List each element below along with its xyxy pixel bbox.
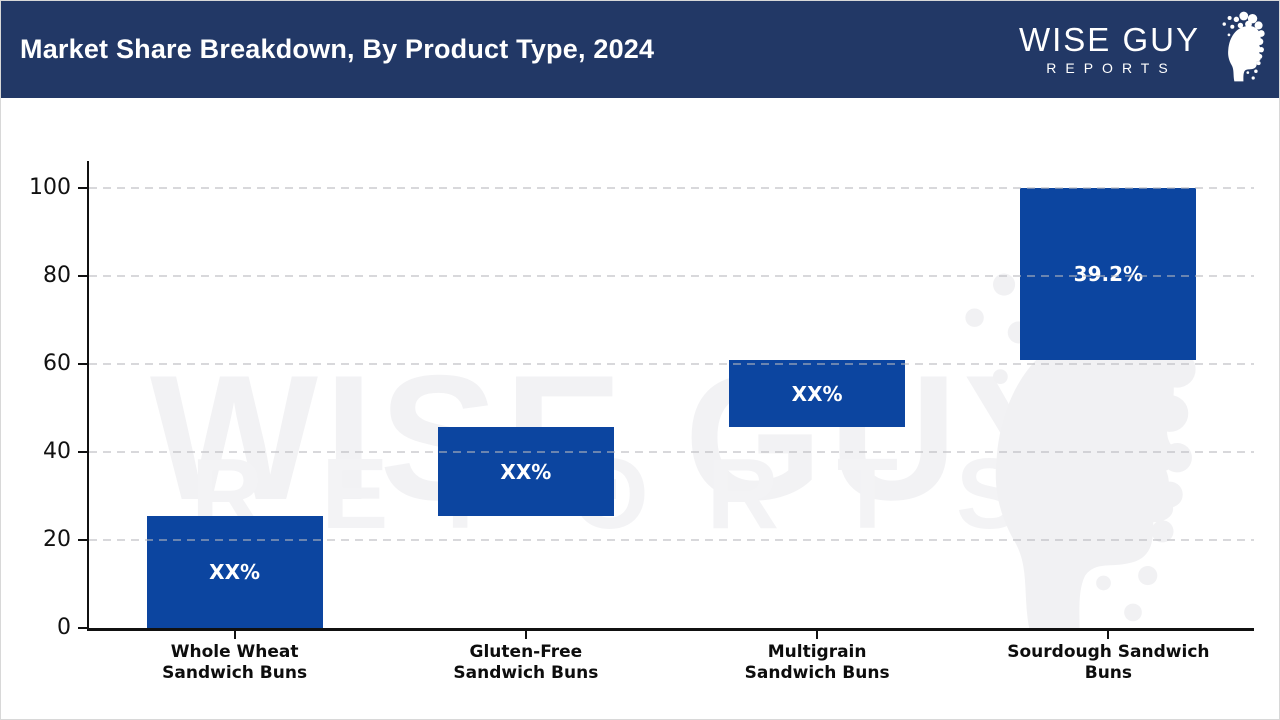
x-axis-line [87,628,1254,631]
y-axis-line [87,161,89,631]
page-title: Market Share Breakdown, By Product Type,… [20,33,655,64]
y-axis-tick [78,187,87,189]
bar-value-label: XX% [791,381,843,406]
x-axis-category-line: Sandwich Buns [744,663,890,683]
brand-logo-text: WISE GUY REPORTS [1019,23,1200,75]
y-gridline [89,363,1254,365]
y-axis-tick [78,275,87,277]
x-axis-tick [524,631,527,639]
watermark-text-wise-guy: WISE GUY [149,338,1089,537]
y-gridline [89,187,1254,189]
bar-segment: XX% [437,427,614,517]
bar-segment: XX% [146,516,323,628]
bar-value-label: XX% [209,560,261,585]
y-axis-tick [78,451,87,453]
x-axis-category-line: Sandwich Buns [162,663,308,683]
y-axis-tick-label: 100 [29,175,71,200]
y-gridline [89,539,1254,541]
x-axis-category-line: Gluten-Free [469,642,583,662]
x-axis-category-label: Whole Wheat Sandwich Buns [95,642,375,684]
logo-dotted-head-icon [1222,11,1265,82]
x-axis-category-label: Multigrain Sandwich Buns [677,642,957,684]
x-axis-category-line: Buns [1084,663,1133,683]
x-axis-category-line: Multigrain [767,642,867,662]
y-axis-tick-label: 80 [43,263,71,288]
bar-segment: XX% [729,360,906,428]
x-axis-category-label: Gluten-Free Sandwich Buns [386,642,666,684]
header-bar: Market Share Breakdown, By Product Type,… [1,1,1279,98]
y-gridline [89,275,1254,277]
x-axis-category-label: Sourdough Sandwich Buns [968,642,1248,684]
y-axis-tick-label: 40 [43,439,71,464]
x-axis-category-line: Sandwich Buns [453,663,599,683]
logo-reports-label: REPORTS [1046,60,1177,76]
x-axis-tick [1107,631,1110,639]
x-axis-category-line: Whole Wheat [170,642,299,662]
bar-value-label: XX% [500,459,552,484]
y-axis-tick [78,539,87,541]
x-axis-tick [816,631,819,639]
logo-wise-guy-label: WISE GUY [1018,21,1200,58]
y-axis-tick [78,363,87,365]
y-gridline [89,451,1254,453]
y-axis-tick-label: 60 [43,351,71,376]
y-axis-tick-label: 0 [57,615,71,640]
x-axis-category-line: Sourdough Sandwich [1007,642,1210,662]
y-axis-tick-label: 20 [43,527,71,552]
y-axis-tick [78,627,87,629]
x-axis-tick [233,631,236,639]
brand-logo: WISE GUY REPORTS [1019,10,1279,88]
